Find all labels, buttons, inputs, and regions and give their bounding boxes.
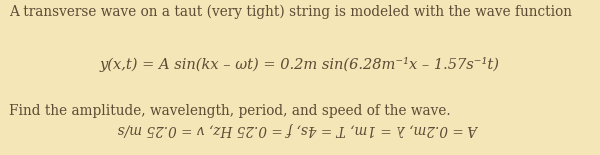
Text: A = 0.2m, λ = 1m, T = 4s, f = 0.25 Hz, v = 0.25 m/s: A = 0.2m, λ = 1m, T = 4s, f = 0.25 Hz, v… [120, 122, 480, 136]
Text: A transverse wave on a taut (very tight) string is modeled with the wave functio: A transverse wave on a taut (very tight)… [9, 5, 572, 19]
Text: y(x,t) = A sin(kx – ωt) = 0.2m sin(6.28m⁻¹x – 1.57s⁻¹t): y(x,t) = A sin(kx – ωt) = 0.2m sin(6.28m… [100, 57, 500, 72]
Text: Find the amplitude, wavelength, period, and speed of the wave.: Find the amplitude, wavelength, period, … [9, 104, 451, 118]
